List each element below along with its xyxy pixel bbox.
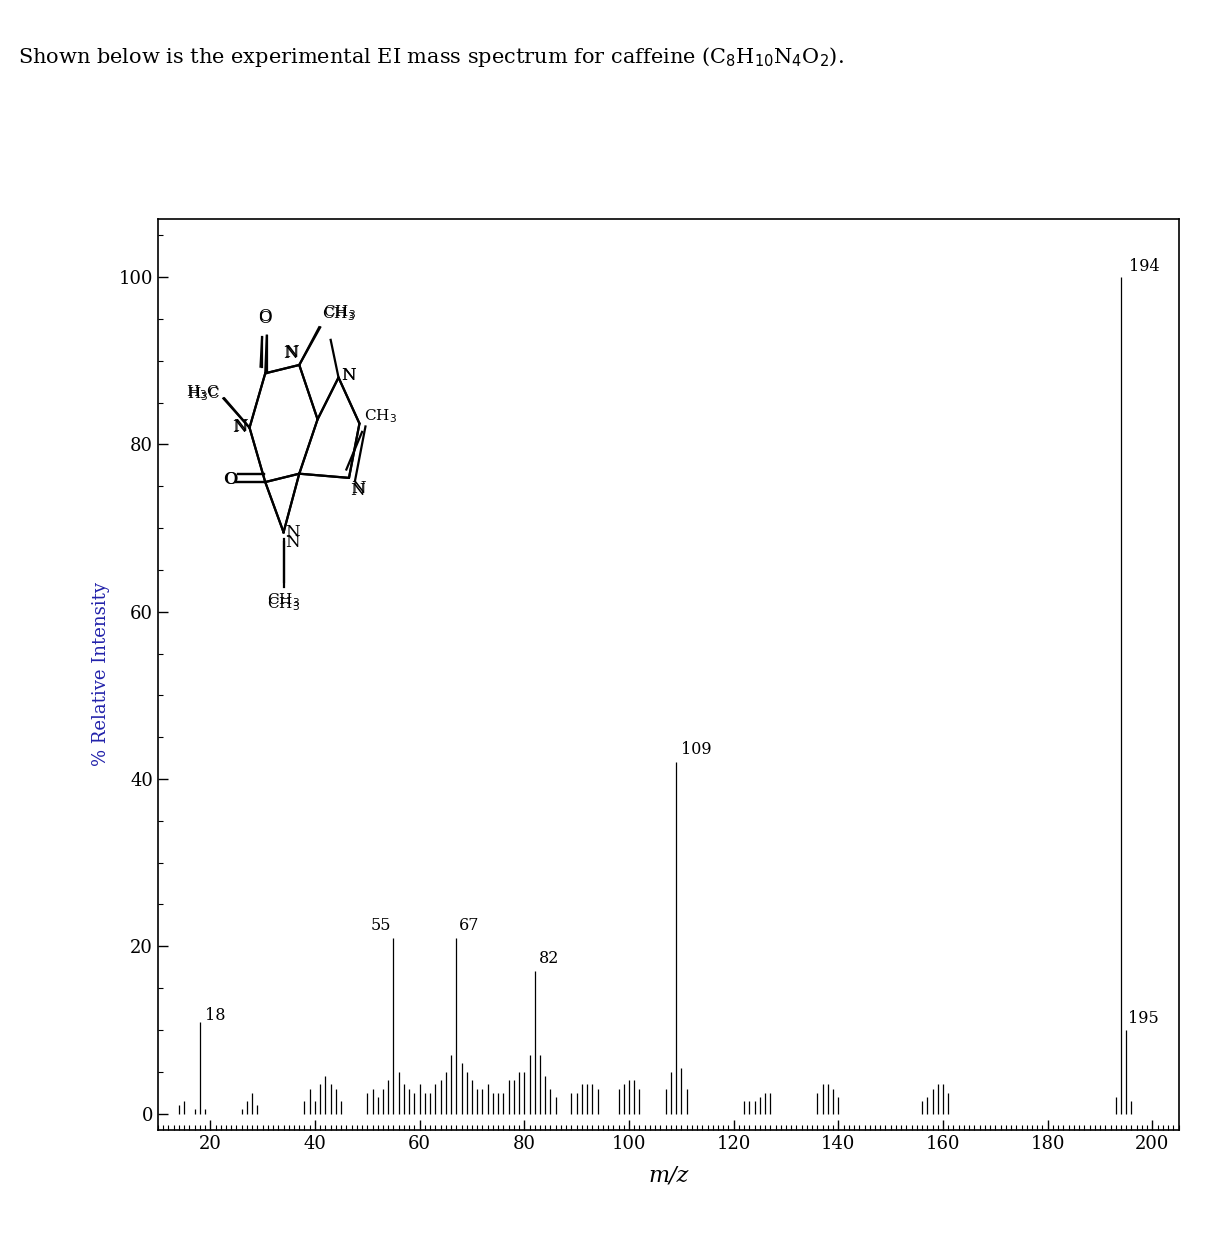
Text: CH$_3$: CH$_3$	[323, 304, 356, 321]
Text: O: O	[259, 310, 272, 327]
Text: H$_3$C: H$_3$C	[187, 386, 221, 403]
Text: CH$_3$: CH$_3$	[267, 591, 300, 608]
Text: 82: 82	[539, 950, 559, 967]
Text: CH$_3$: CH$_3$	[322, 306, 355, 323]
Text: 67: 67	[459, 917, 480, 934]
Y-axis label: % Relative Intensity: % Relative Intensity	[92, 582, 111, 767]
Text: N: N	[341, 367, 356, 385]
Text: N: N	[232, 420, 247, 436]
FancyBboxPatch shape	[194, 235, 394, 595]
X-axis label: m/z: m/z	[648, 1164, 689, 1187]
Text: 109: 109	[682, 741, 712, 758]
Text: N: N	[351, 481, 366, 497]
Text: N: N	[286, 533, 300, 551]
Text: N: N	[286, 523, 300, 541]
Text: N: N	[233, 417, 248, 435]
Text: CH$_3$: CH$_3$	[363, 407, 396, 425]
Text: H$_3$C: H$_3$C	[186, 383, 219, 401]
Text: O: O	[259, 307, 272, 325]
Text: 194: 194	[1129, 257, 1159, 275]
Text: N: N	[283, 346, 298, 362]
Text: Shown below is the experimental EI mass spectrum for caffeine (C$_8$H$_{10}$N$_4: Shown below is the experimental EI mass …	[18, 45, 844, 69]
Text: 18: 18	[205, 1007, 226, 1024]
Text: N: N	[341, 367, 356, 385]
Text: 55: 55	[371, 917, 391, 934]
Text: N: N	[351, 482, 366, 500]
Text: O: O	[222, 471, 237, 488]
Text: N: N	[284, 343, 299, 361]
Text: CH$_3$: CH$_3$	[267, 595, 300, 613]
Text: O: O	[225, 471, 238, 488]
Text: 195: 195	[1128, 1010, 1159, 1028]
